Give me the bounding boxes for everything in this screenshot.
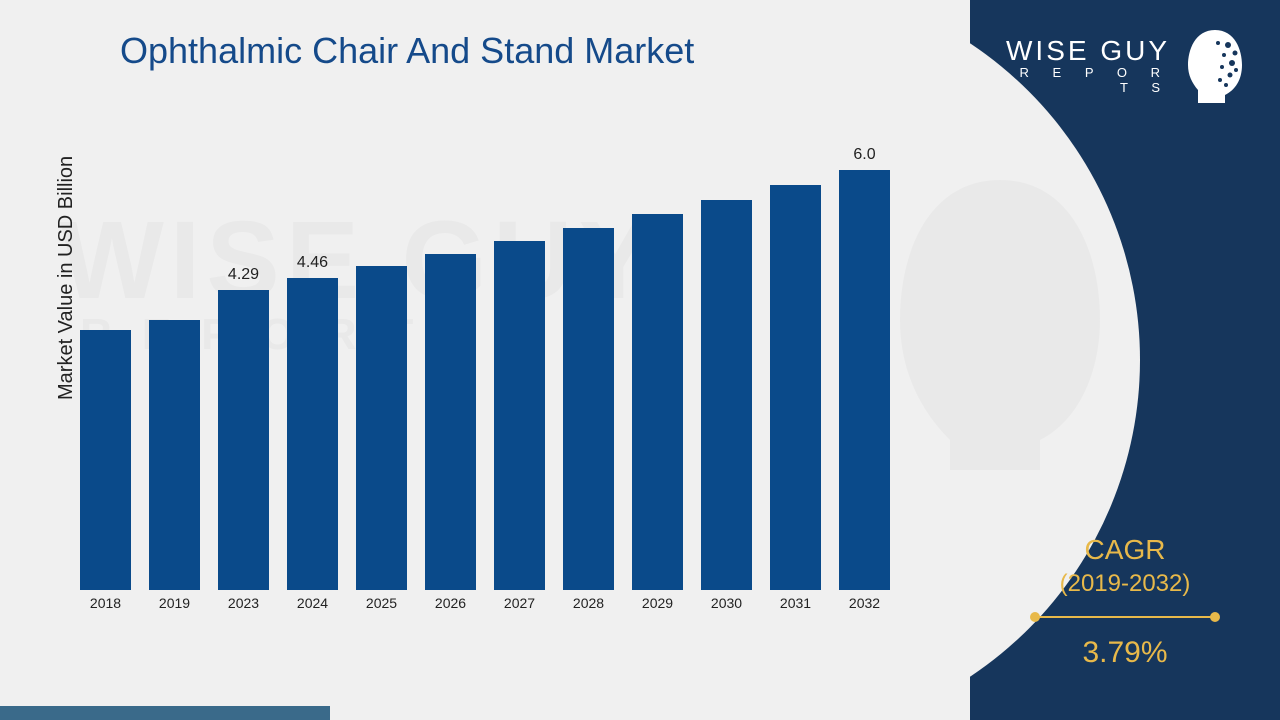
bar-wrap	[632, 214, 683, 590]
bar-wrap	[149, 320, 200, 590]
x-tick-label: 2023	[218, 595, 269, 611]
cagr-value: 3.79%	[1000, 636, 1250, 670]
bottom-accent-bar	[0, 706, 330, 720]
bar-value-label: 4.29	[228, 266, 259, 284]
x-tick-label: 2031	[770, 595, 821, 611]
y-axis-label: Market Value in USD Billion	[55, 156, 78, 400]
bar-wrap	[494, 241, 545, 590]
bar	[425, 254, 476, 590]
bar-value-label: 6.0	[853, 146, 875, 164]
bar-wrap	[425, 254, 476, 590]
x-tick-label: 2024	[287, 595, 338, 611]
bar	[287, 278, 338, 590]
bar-wrap: 6.0	[839, 170, 890, 590]
bar-wrap: 4.29	[218, 290, 269, 590]
chart-canvas: WISE GUY REPORTS WISE GUY R E P O R T S …	[0, 0, 1280, 720]
logo-main: WISE GUY	[990, 35, 1170, 67]
x-tick-label: 2027	[494, 595, 545, 611]
cagr-range: (2019-2032)	[1000, 570, 1250, 598]
cagr-block: CAGR (2019-2032) 3.79%	[1000, 534, 1250, 670]
x-tick-label: 2018	[80, 595, 131, 611]
bar	[80, 330, 131, 590]
bar	[701, 200, 752, 590]
bar-wrap	[563, 228, 614, 590]
x-tick-label: 2019	[149, 595, 200, 611]
logo-head-icon	[1180, 25, 1250, 105]
bar	[632, 214, 683, 590]
bar	[839, 170, 890, 590]
x-tick-label: 2029	[632, 595, 683, 611]
cagr-divider	[1035, 616, 1215, 618]
bar	[356, 266, 407, 590]
bar-wrap	[356, 266, 407, 590]
logo-sub: R E P O R T S	[990, 65, 1170, 95]
bar	[770, 185, 821, 590]
bar	[149, 320, 200, 590]
x-tick-label: 2032	[839, 595, 890, 611]
chart-title: Ophthalmic Chair And Stand Market	[120, 30, 694, 72]
bar	[563, 228, 614, 590]
x-tick-label: 2030	[701, 595, 752, 611]
bars-container: 4.29 4.46 6.0	[80, 170, 890, 590]
bar-value-label: 4.46	[297, 254, 328, 272]
bar	[218, 290, 269, 590]
logo: WISE GUY R E P O R T S	[990, 20, 1250, 110]
x-axis: 2018 2019 2023 2024 2025 2026 2027 2028 2029 2030…	[80, 595, 890, 611]
x-tick-label: 2028	[563, 595, 614, 611]
bar	[494, 241, 545, 590]
x-tick-label: 2025	[356, 595, 407, 611]
bar-wrap	[80, 330, 131, 590]
bar-wrap	[701, 200, 752, 590]
chart-plot-area: 4.29 4.46 6.0	[80, 170, 890, 590]
logo-text: WISE GUY R E P O R T S	[990, 35, 1170, 95]
cagr-label: CAGR	[1000, 534, 1250, 566]
bar-wrap: 4.46	[287, 278, 338, 590]
x-tick-label: 2026	[425, 595, 476, 611]
bar-wrap	[770, 185, 821, 590]
